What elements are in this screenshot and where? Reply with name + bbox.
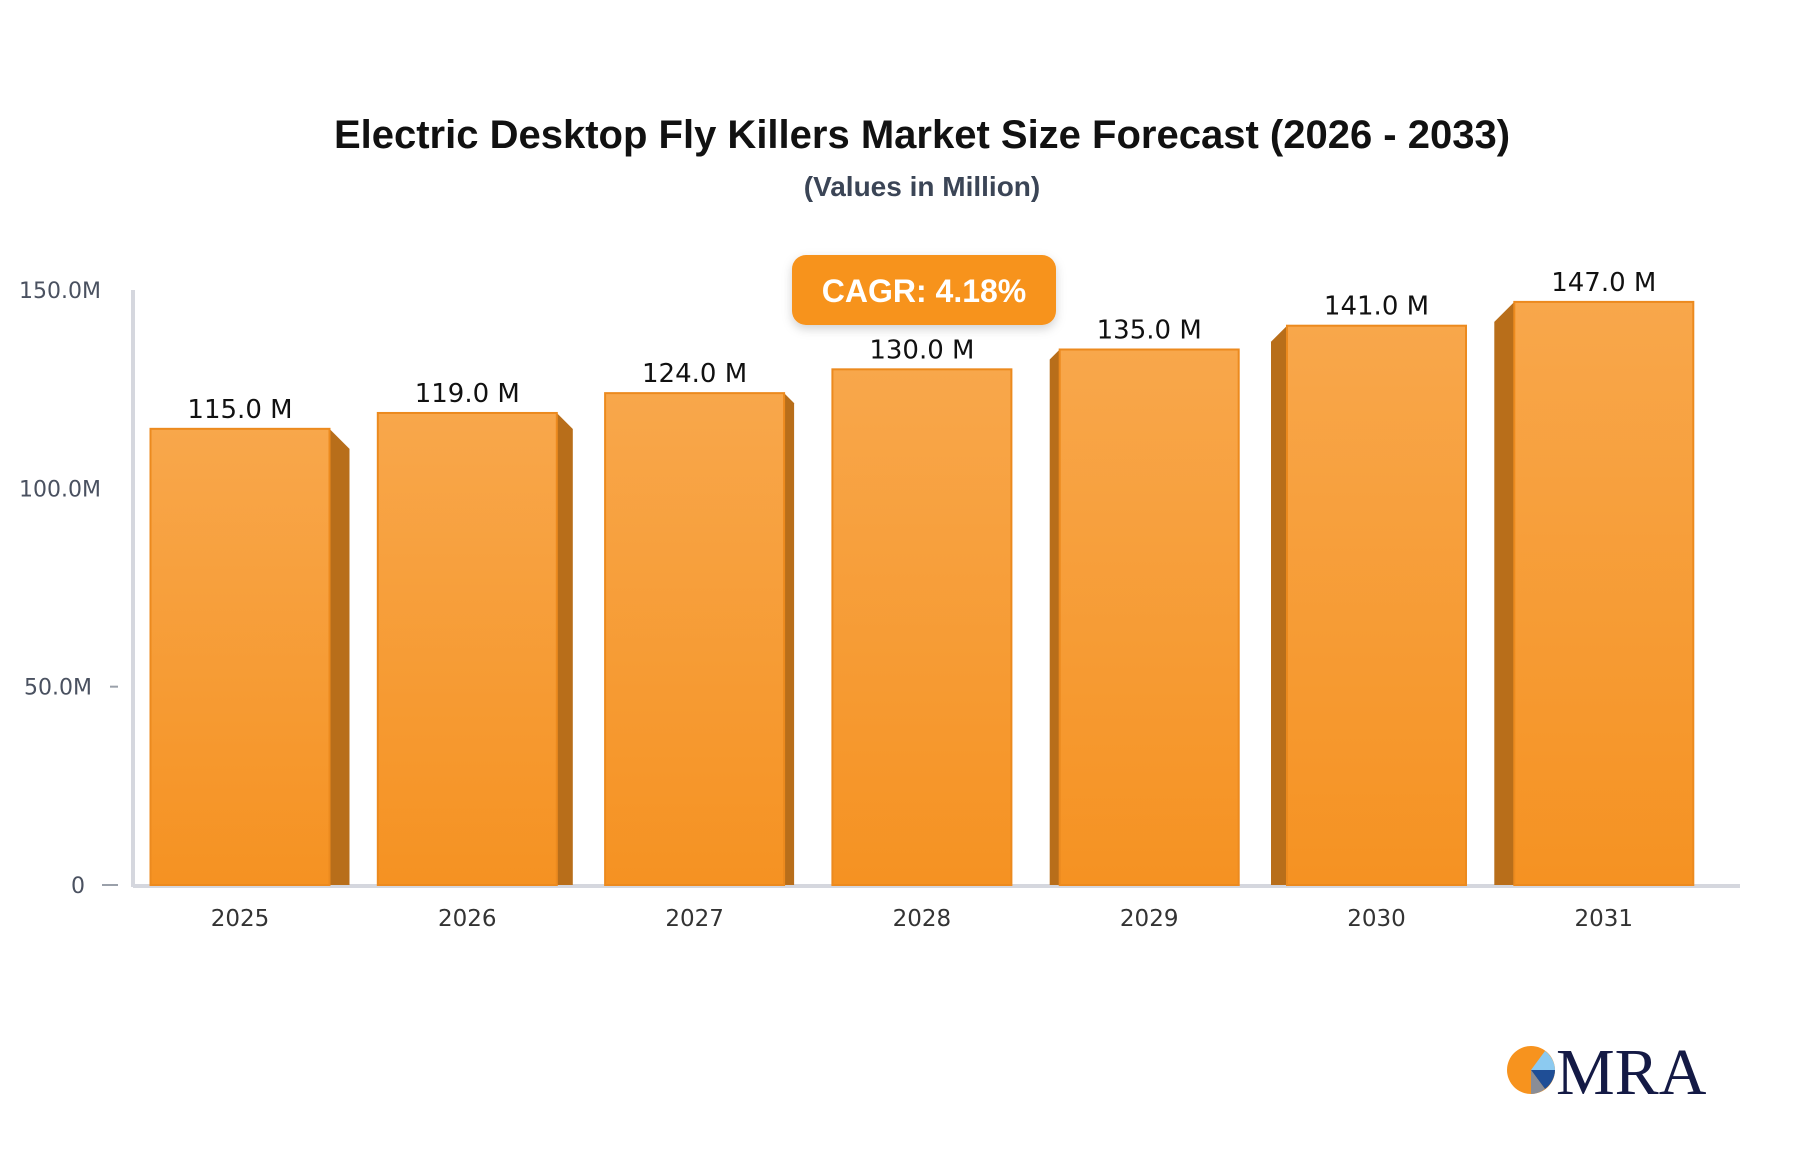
data-label: 119.0 M — [415, 379, 520, 409]
bar-side — [329, 428, 350, 885]
logo-text: MRA — [1556, 1036, 1707, 1109]
chart-subtitle: (Values in Million) — [804, 171, 1040, 202]
bar-side — [556, 412, 573, 885]
y-tick-label: 0 — [71, 874, 85, 899]
bar-front — [149, 427, 331, 886]
bar-2025: 115.0 M 2025 — [149, 395, 350, 932]
data-label: 124.0 M — [642, 359, 747, 389]
bar-front — [831, 368, 1013, 887]
data-label: 135.0 M — [1097, 316, 1202, 346]
cagr-badge: CAGR: 4.18% — [792, 255, 1056, 325]
data-label: 130.0 M — [869, 335, 974, 365]
x-tick-label: 2028 — [893, 906, 952, 932]
x-tick-label: 2031 — [1575, 906, 1634, 932]
bar-2026: 119.0 M 2026 — [376, 379, 573, 932]
bar-2028: 130.0 M 2028 — [831, 335, 1013, 932]
bar-front — [604, 392, 786, 886]
bar-front — [1058, 348, 1240, 886]
bar-front — [1513, 300, 1695, 886]
bar-side — [1494, 301, 1515, 885]
x-tick-label: 2027 — [665, 906, 724, 932]
chart-title: Electric Desktop Fly Killers Market Size… — [334, 113, 1510, 157]
data-label: 115.0 M — [187, 395, 292, 425]
y-tick-label: 150.0M — [19, 279, 101, 304]
bar-2027: 124.0 M 2027 — [604, 359, 795, 932]
data-label: 141.0 M — [1324, 292, 1429, 322]
x-tick-label: 2029 — [1120, 906, 1179, 932]
y-tick-label: 100.0M — [19, 477, 101, 502]
y-tick-label: 50.0M — [24, 676, 92, 701]
mra-logo: MRA — [1507, 1036, 1707, 1109]
bar-side — [784, 393, 795, 885]
x-tick-label: 2030 — [1347, 906, 1406, 932]
bar-2029: 135.0 M 2029 — [1049, 316, 1240, 932]
bar-2030: 141.0 M 2030 — [1271, 292, 1467, 932]
bar-2031: 147.0 M 2031 — [1494, 268, 1695, 932]
x-tick-label: 2026 — [438, 906, 497, 932]
bar-front — [376, 411, 558, 886]
data-label: 147.0 M — [1551, 268, 1656, 298]
bar-front — [1286, 324, 1467, 886]
x-tick-label: 2025 — [211, 906, 270, 932]
bar-side — [1049, 349, 1060, 885]
bar-side — [1271, 325, 1287, 885]
cagr-label: CAGR: 4.18% — [822, 273, 1027, 309]
